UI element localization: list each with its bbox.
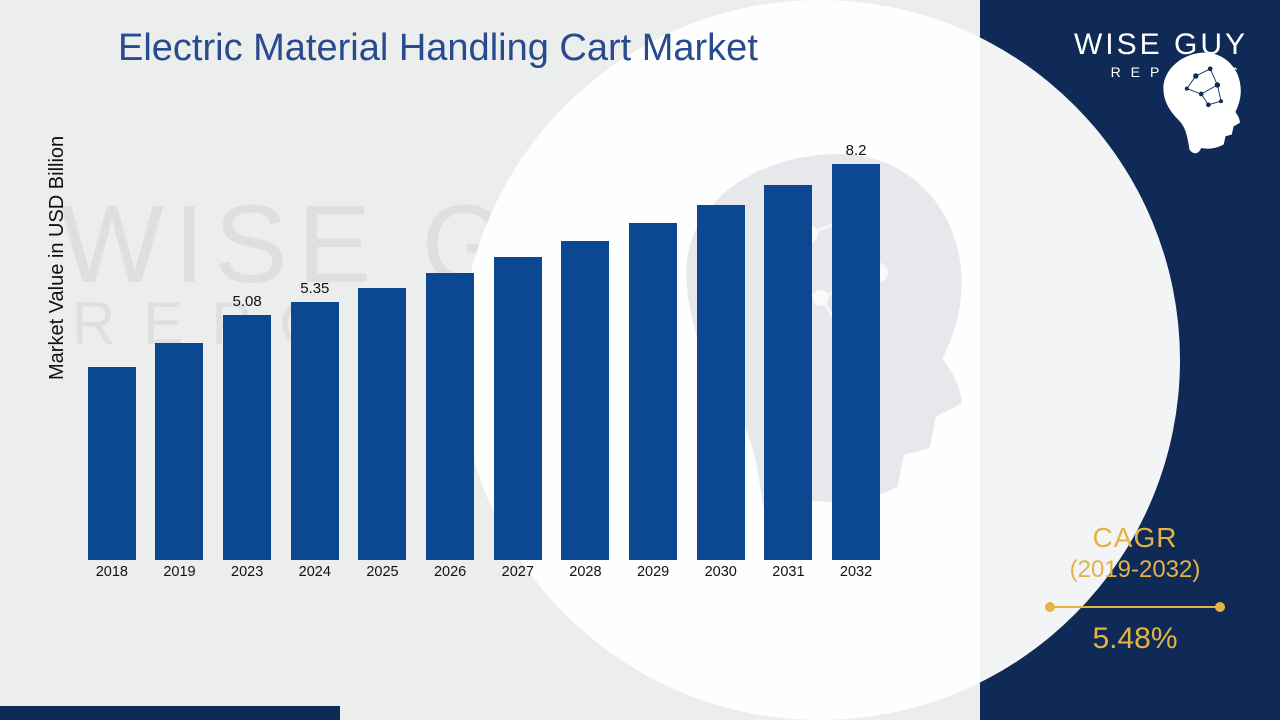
bar: [88, 367, 136, 560]
bar: [561, 241, 609, 560]
bar: [155, 343, 203, 560]
bar-group: 8.2: [826, 142, 886, 560]
x-tick-label: 2019: [149, 564, 209, 590]
x-tick-label: 2030: [691, 564, 751, 590]
bar-group: [758, 163, 818, 560]
x-tick-label: 2025: [352, 564, 412, 590]
bars-container: 5.085.358.2: [78, 150, 890, 560]
x-ticks: 2018 2019 2023 2024 2025 2026 2027 2028 2029 2030…: [78, 564, 890, 590]
bar-group: [691, 183, 751, 560]
logo-line1: WISE GUY: [1074, 28, 1248, 62]
x-tick-label: 2027: [488, 564, 548, 590]
chart-title: Electric Material Handling Cart Market: [118, 26, 758, 71]
bar-group: [352, 266, 412, 560]
cagr-range: (2019-2032): [1030, 556, 1240, 584]
logo-line2: REPORTS: [1074, 64, 1248, 80]
bar-group: [420, 251, 480, 560]
x-tick-label: 2031: [758, 564, 818, 590]
bar: [358, 288, 406, 560]
bar-value-label: 5.08: [233, 293, 262, 311]
bar-group: 5.35: [285, 280, 345, 560]
cagr-box: CAGR (2019-2032) 5.48%: [1030, 522, 1240, 656]
bar: [223, 315, 271, 560]
brand-logo: WISE GUY REPORTS: [1074, 28, 1248, 80]
bar-group: [149, 321, 209, 560]
x-tick-label: 2029: [623, 564, 683, 590]
x-tick-label: 2024: [285, 564, 345, 590]
y-axis-label: Market Value in USD Billion: [46, 136, 69, 380]
cagr-title: CAGR: [1030, 522, 1240, 554]
x-tick-label: 2032: [826, 564, 886, 590]
bar-group: [82, 345, 142, 560]
cagr-divider: [1050, 606, 1220, 608]
x-tick-label: 2026: [420, 564, 480, 590]
bar-group: [488, 235, 548, 560]
bar-value-label: 8.2: [846, 142, 867, 160]
bar: [629, 223, 677, 560]
bar-chart: 5.085.358.2 2018201920232024202520262027…: [78, 150, 890, 590]
bar-value-label: 5.35: [300, 280, 329, 298]
bar-group: [623, 201, 683, 560]
bar-group: [555, 219, 615, 560]
bar: [426, 273, 474, 560]
bar: [291, 302, 339, 560]
bottom-strip: [0, 706, 340, 720]
bar: [697, 205, 745, 560]
bar: [764, 185, 812, 560]
infographic-canvas: WISE GUY REPORTS Electric Material Handl…: [0, 0, 1280, 720]
cagr-value: 5.48%: [1030, 622, 1240, 656]
bar-group: 5.08: [217, 293, 277, 560]
bar: [832, 164, 880, 560]
x-tick-label: 2028: [555, 564, 615, 590]
x-tick-label: 2023: [217, 564, 277, 590]
x-tick-label: 2018: [82, 564, 142, 590]
bar: [494, 257, 542, 560]
